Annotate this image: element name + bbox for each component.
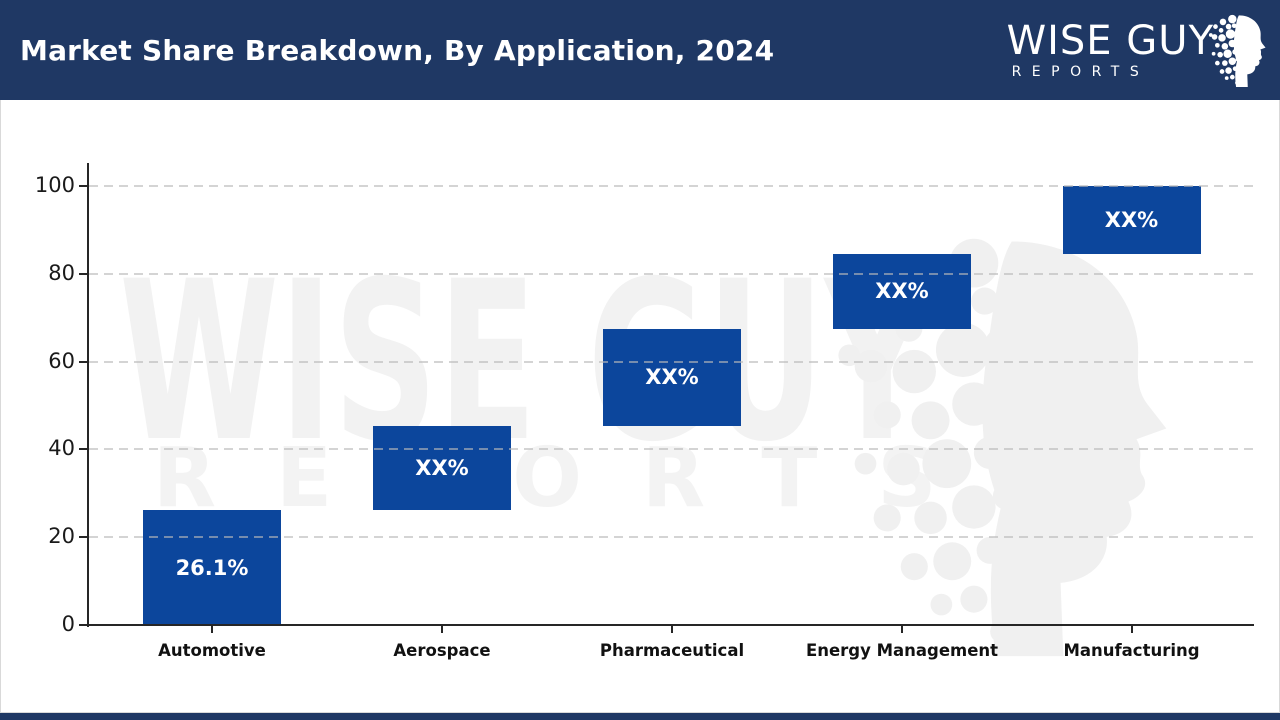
y-tick-label: 100 xyxy=(34,173,75,197)
bar-automotive: 26.1% xyxy=(143,510,281,625)
x-tick-mark xyxy=(441,626,443,633)
x-tick-mark xyxy=(211,626,213,633)
x-axis-line xyxy=(87,624,1254,626)
chart-title: Market Share Breakdown, By Application, … xyxy=(20,33,775,67)
y-tick-label: 40 xyxy=(48,436,75,461)
y-tick-label: 0 xyxy=(61,612,75,636)
bar-value-label: XX% xyxy=(415,456,469,481)
x-tick-mark xyxy=(1130,626,1133,633)
bar-aerospace: XX% xyxy=(373,425,511,511)
logo-wordmark: WISE GUY xyxy=(1006,17,1214,64)
y-tick-mark xyxy=(79,360,87,363)
y-tick-mark xyxy=(79,272,87,275)
x-tick-mark xyxy=(671,626,673,633)
gridline xyxy=(89,536,1254,539)
y-axis-line xyxy=(87,163,89,627)
x-tick-mark xyxy=(901,626,903,633)
footer-strip xyxy=(0,713,1280,720)
gridline xyxy=(89,448,1254,451)
x-category-label: Pharmaceutical xyxy=(599,641,745,660)
bar-energy-management: XX% xyxy=(833,254,971,329)
y-tick-label: 20 xyxy=(48,524,75,549)
header: Market Share Breakdown, By Application, … xyxy=(0,0,1280,100)
bar-value-label: XX% xyxy=(875,279,929,304)
bar-value-label: 26.1% xyxy=(175,555,249,580)
plot: 0 20 40 60 80 100 26.1% XX% XX% XX% XX% Automotive A… xyxy=(1,100,1279,712)
y-tick-label: 60 xyxy=(48,348,75,373)
x-category-label: Manufacturing xyxy=(1063,641,1200,660)
x-category-label: Aerospace xyxy=(393,641,491,660)
y-tick-label: 80 xyxy=(48,260,75,285)
chart-area: WISE GUY REPORTS 0 20 40 60 80 100 26.1% XX% XX%… xyxy=(0,100,1280,713)
gridline xyxy=(89,185,1254,187)
y-tick-mark xyxy=(79,536,87,539)
x-category-label: Energy Management xyxy=(805,641,999,660)
y-tick-mark xyxy=(79,448,87,451)
bar-manufacturing: XX% xyxy=(1062,186,1201,255)
bar-pharmaceutical: XX% xyxy=(603,328,741,426)
logo-text: WISE GUY REPORTS xyxy=(1007,21,1214,80)
gridline xyxy=(89,272,1254,275)
bar-value-label: XX% xyxy=(1104,208,1159,233)
gridline xyxy=(89,360,1254,363)
x-category-label: Automotive xyxy=(158,641,266,660)
wiseguy-logo: WISE GUY REPORTS xyxy=(1007,0,1266,100)
wiseguy-head-icon xyxy=(1208,14,1266,87)
y-tick-mark xyxy=(79,624,87,626)
y-tick-mark xyxy=(79,185,87,187)
logo-subtitle: REPORTS xyxy=(1011,63,1150,80)
bar-value-label: XX% xyxy=(645,365,699,390)
